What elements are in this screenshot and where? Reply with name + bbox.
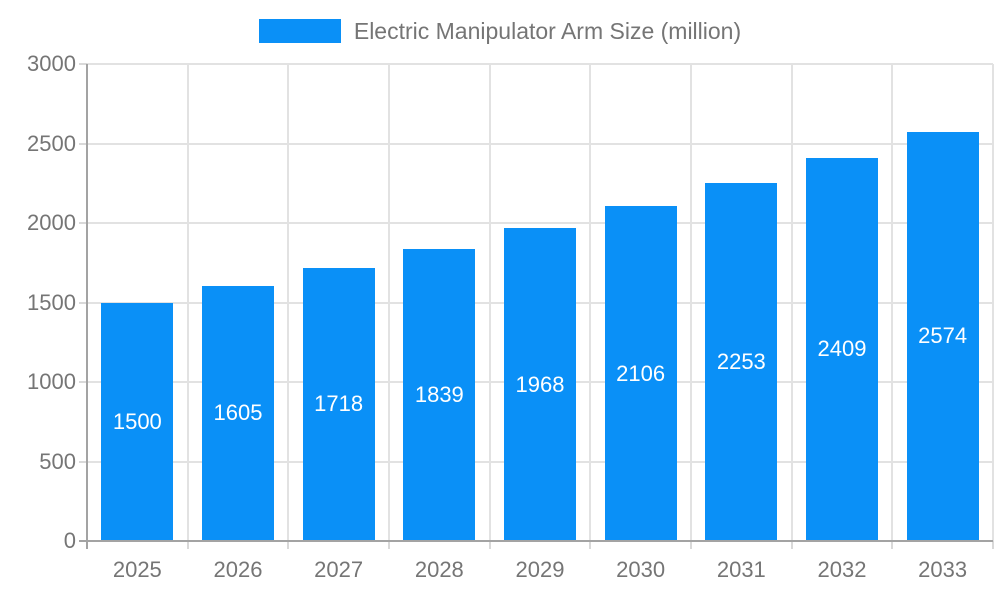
x-axis-label: 2027 [314, 557, 364, 582]
bar[interactable] [101, 302, 174, 541]
bar-value-label: 1500 [112, 408, 162, 434]
x-axis-tick [287, 541, 290, 549]
x-gridline [186, 64, 189, 541]
legend-label: Electric Manipulator Arm Size (million) [353, 18, 742, 44]
x-axis-label: 2032 [817, 557, 867, 582]
bar-value-label: 2574 [918, 323, 968, 349]
bar[interactable] [604, 206, 677, 541]
x-axis-tick [790, 541, 793, 549]
x-axis-tick [186, 541, 189, 549]
bar[interactable] [202, 285, 274, 541]
y-gridline [87, 222, 993, 224]
bar[interactable] [705, 182, 778, 541]
y-axis-label: 1000 [27, 369, 76, 394]
y-axis-label: 3000 [27, 51, 76, 76]
x-gridline [790, 64, 793, 541]
x-axis-label: 2028 [414, 557, 464, 582]
bar[interactable] [806, 157, 878, 541]
legend-swatch-icon [258, 19, 341, 43]
y-axis-tick [79, 381, 87, 383]
bar[interactable] [504, 228, 576, 541]
y-axis-line [86, 64, 88, 549]
y-axis-label: 1500 [27, 289, 76, 315]
x-axis-tick [589, 541, 592, 549]
y-axis-tick [79, 460, 87, 463]
bar[interactable] [403, 248, 476, 541]
x-gridline [388, 64, 390, 541]
legend-item[interactable]: Electric Manipulator Arm Size (million) [258, 18, 742, 44]
x-axis-tick [992, 541, 994, 549]
y-gridline [87, 142, 993, 145]
x-axis-label: 2025 [112, 557, 162, 582]
bar-value-label: 1839 [414, 381, 464, 407]
x-axis-label: 2026 [213, 557, 263, 582]
bar-value-label: 1718 [314, 391, 364, 417]
x-axis-tick [690, 541, 692, 549]
legend: Electric Manipulator Arm Size (million) [0, 18, 1000, 44]
x-axis-label: 2030 [616, 557, 666, 582]
bar-value-label: 2106 [616, 360, 666, 386]
x-gridline [287, 64, 290, 541]
y-axis-tick [79, 222, 87, 224]
bar-value-label: 1605 [213, 400, 263, 426]
x-gridline [589, 64, 592, 541]
x-axis-tick [891, 541, 894, 549]
x-gridline [992, 64, 994, 541]
y-axis-label: 500 [39, 448, 76, 474]
x-gridline [690, 64, 692, 541]
x-axis-label: 2033 [918, 557, 968, 582]
bar-value-label: 2409 [817, 336, 867, 362]
y-axis-tick [79, 142, 87, 145]
x-axis-label: 2031 [716, 557, 766, 582]
y-axis-tick [79, 301, 87, 304]
bar[interactable] [906, 131, 979, 541]
y-gridline [87, 63, 993, 65]
bar-value-label: 2253 [716, 348, 766, 374]
x-axis-tick [388, 541, 390, 549]
y-axis-label: 0 [63, 528, 76, 553]
y-axis-label: 2000 [27, 210, 76, 235]
bar-value-label: 1968 [515, 371, 565, 397]
y-axis-label: 2500 [27, 130, 76, 156]
y-axis-tick [79, 63, 87, 65]
x-axis-tick [488, 541, 491, 549]
bar[interactable] [302, 267, 375, 541]
x-axis-line [79, 540, 993, 542]
x-axis-label: 2029 [515, 557, 565, 582]
x-gridline [891, 64, 894, 541]
x-gridline [488, 64, 491, 541]
